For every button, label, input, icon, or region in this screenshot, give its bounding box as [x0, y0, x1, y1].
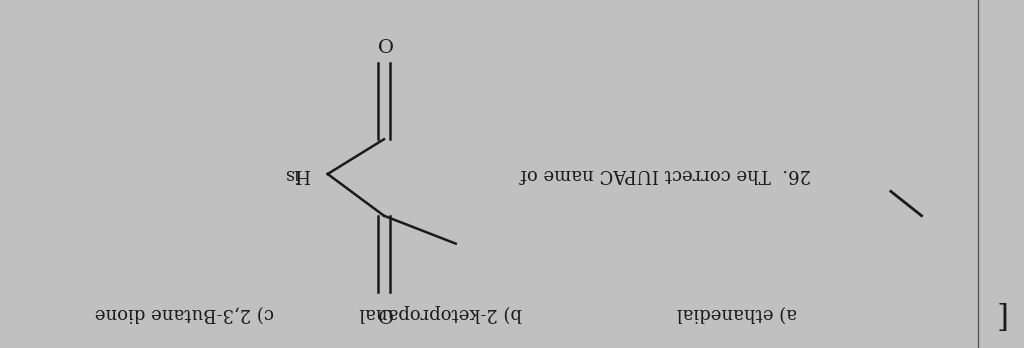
- Text: O: O: [376, 33, 392, 51]
- Text: H: H: [294, 165, 310, 183]
- Text: O: O: [376, 304, 392, 322]
- Text: a) ethanedial: a) ethanedial: [677, 304, 798, 322]
- Text: 26.  The correct IUPAC name of: 26. The correct IUPAC name of: [520, 165, 811, 183]
- Text: [: [: [992, 298, 1005, 329]
- Text: is: is: [285, 165, 299, 183]
- Text: b) 2-ketopropanal: b) 2-ketopropanal: [359, 304, 521, 322]
- Text: c) 2,3-Butane dione: c) 2,3-Butane dione: [95, 304, 273, 322]
